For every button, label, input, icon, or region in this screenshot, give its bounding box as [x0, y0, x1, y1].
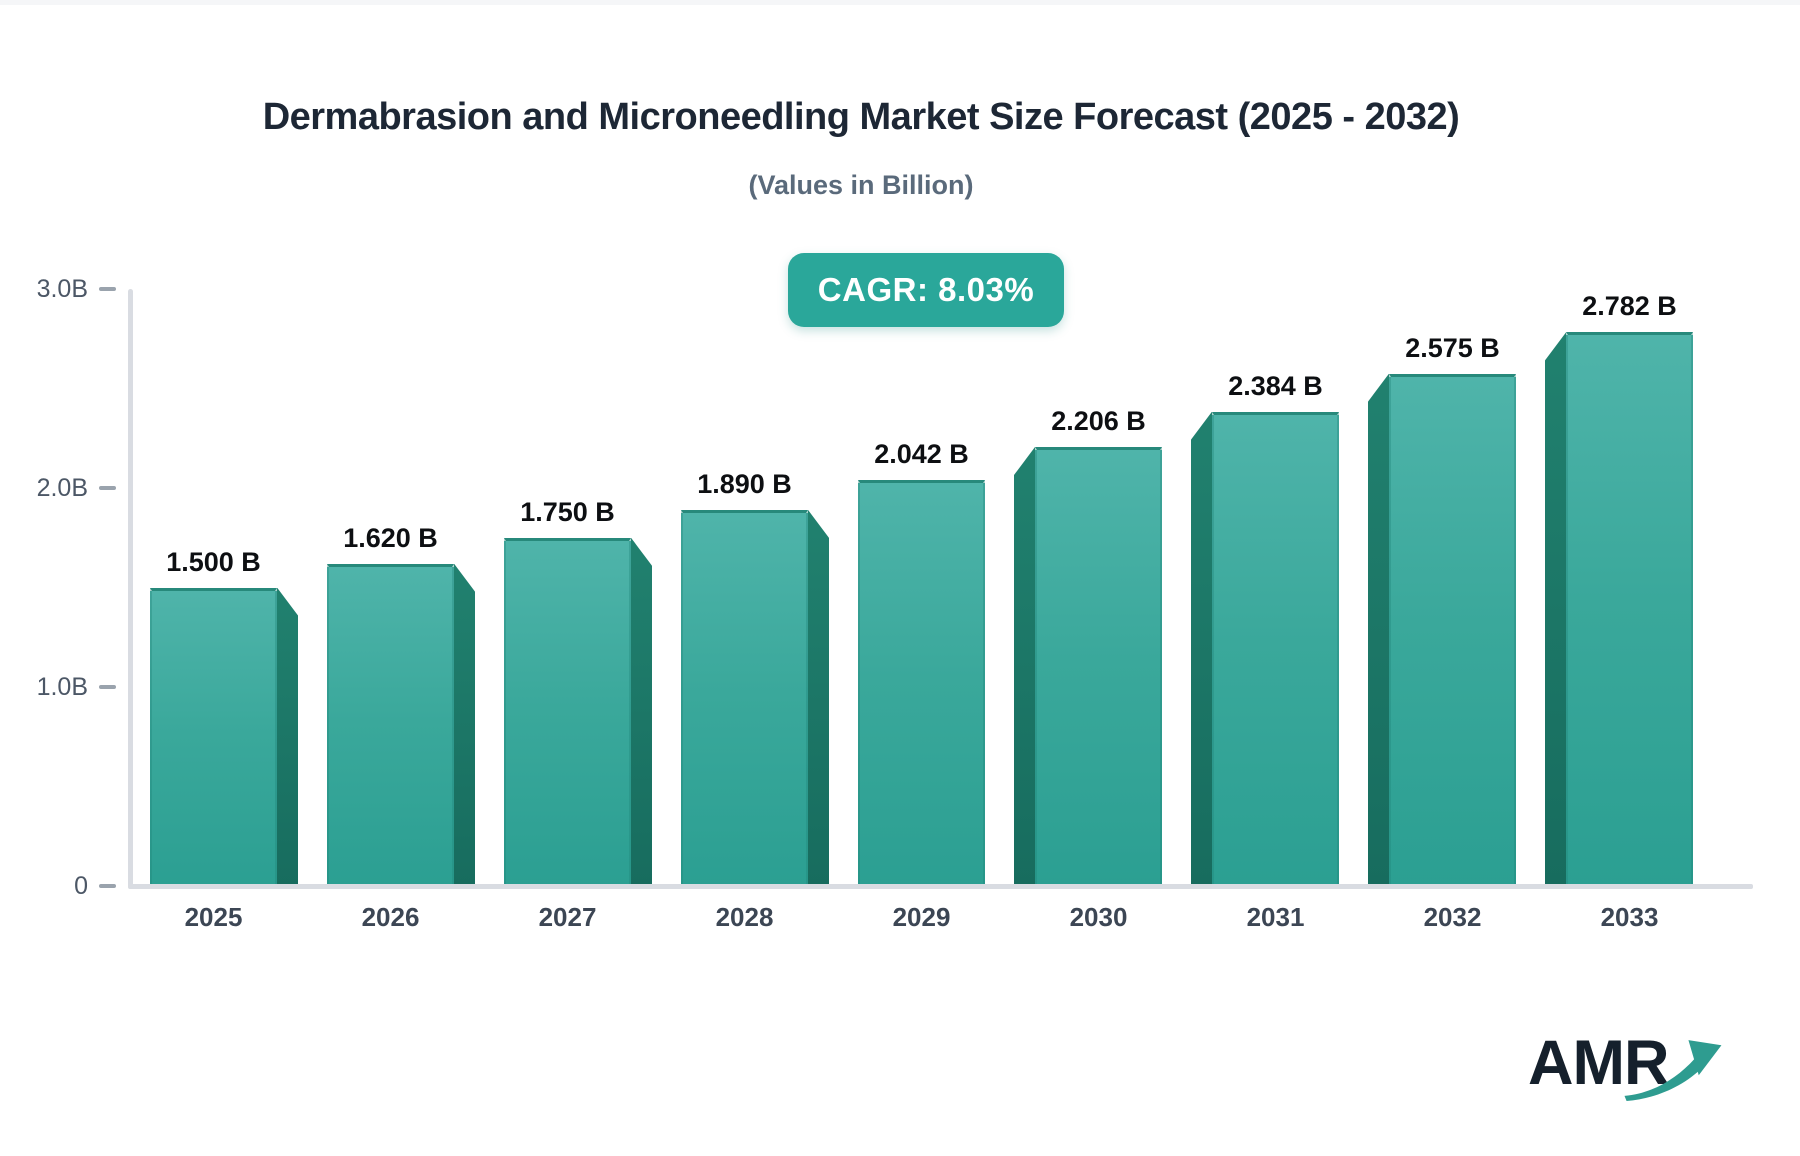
x-tick-label: 2029	[892, 902, 951, 932]
bar-value-label: 1.750 B	[520, 496, 615, 527]
growth-arrow-icon	[1624, 1040, 1722, 1101]
bar-value-label: 2.206 B	[1051, 406, 1146, 436]
cagr-badge-label: CAGR: 8.03%	[817, 271, 1035, 308]
bar	[504, 537, 631, 889]
y-tick-label: 2.0B	[36, 474, 88, 502]
bar	[1566, 332, 1693, 889]
y-tick-dash	[99, 287, 116, 291]
x-tick-label: 2033	[1600, 902, 1659, 932]
bar-3d-side	[1368, 373, 1389, 889]
bar-3d-side	[1014, 447, 1035, 889]
bar	[1212, 411, 1339, 889]
amr-logo-text: AMR	[1528, 1028, 1669, 1098]
amr-logo: AMR	[1528, 1030, 1738, 1110]
x-tick-label: 2027	[538, 902, 597, 932]
y-tick-dash	[99, 884, 116, 888]
cagr-badge: CAGR: 8.03%	[788, 253, 1064, 327]
bar-3d-side	[631, 537, 652, 889]
y-tick-dash	[99, 486, 116, 490]
bar	[681, 509, 808, 889]
bar-value-label: 1.500 B	[166, 546, 261, 577]
top-divider	[0, 0, 1800, 5]
bar	[1389, 373, 1516, 889]
y-tick-label: 0	[74, 872, 88, 900]
y-tick-label: 1.0B	[36, 673, 88, 701]
x-tick-label: 2025	[184, 902, 243, 932]
y-tick-label: 3.0B	[36, 275, 88, 303]
bar-value-label: 2.782 B	[1582, 291, 1677, 322]
y-axis-line	[128, 289, 133, 889]
bar-value-label: 1.890 B	[697, 468, 792, 499]
x-tick-label: 2030	[1069, 902, 1128, 932]
y-tick-dash	[99, 685, 116, 689]
bar-3d-side	[1545, 332, 1566, 889]
bar	[1035, 447, 1162, 889]
x-tick-label: 2028	[715, 902, 774, 932]
bar-value-label: 2.384 B	[1228, 370, 1323, 401]
page-title: Dermabrasion and Microneedling Market Si…	[262, 96, 1460, 138]
bar-value-label: 2.575 B	[1405, 332, 1500, 363]
bar	[150, 587, 277, 889]
bar-3d-side	[808, 509, 829, 889]
bar-3d-side	[277, 587, 298, 889]
bar	[327, 563, 454, 889]
x-axis-baseline	[128, 884, 1753, 889]
x-tick-label: 2032	[1423, 902, 1482, 932]
x-tick-label: 2026	[361, 902, 420, 932]
page-subtitle: (Values in Billion)	[748, 170, 974, 200]
bar-3d-side	[454, 563, 475, 889]
bar	[858, 479, 985, 889]
bar-value-label: 2.042 B	[874, 438, 969, 469]
bar-3d-side	[1191, 411, 1212, 889]
bar-value-label: 1.620 B	[343, 522, 438, 553]
x-tick-label: 2031	[1246, 902, 1305, 932]
